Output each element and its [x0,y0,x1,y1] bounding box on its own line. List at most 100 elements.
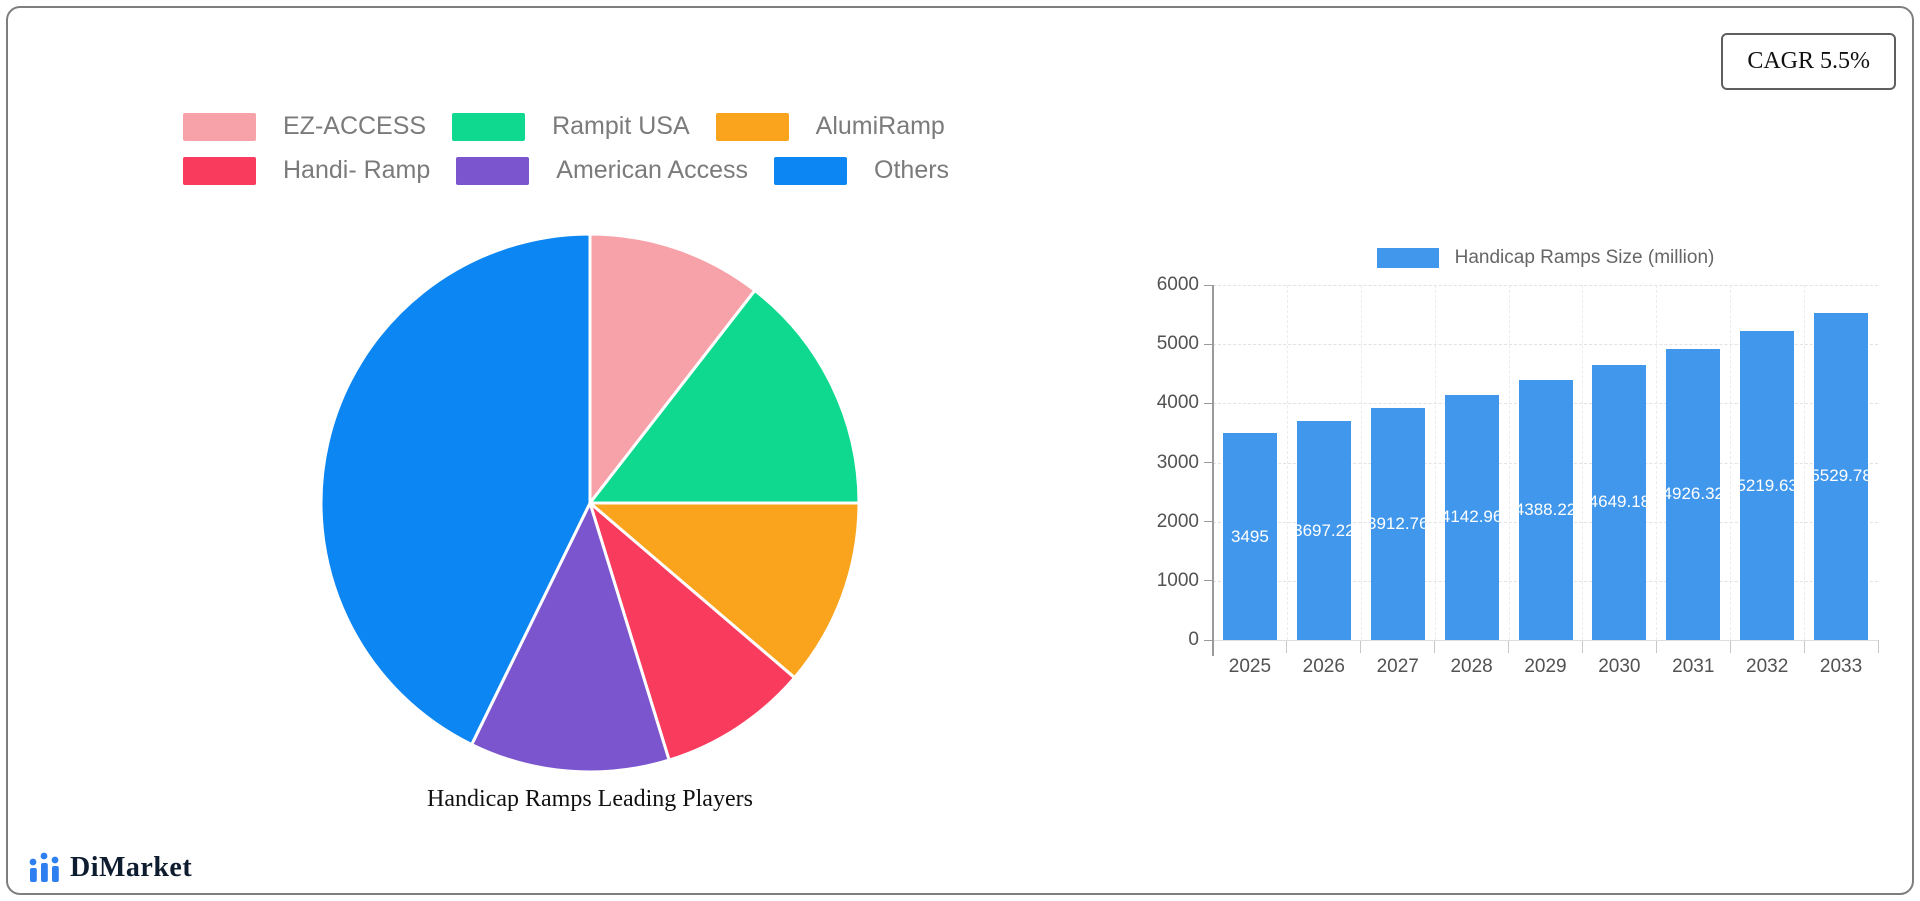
x-axis-label: 2026 [1302,656,1345,677]
y-axis-tick [1204,639,1213,641]
y-axis-label: 4000 [1156,392,1199,414]
legend-item-handi-ramp[interactable]: Handi- Ramp [183,156,430,185]
gridline-vertical [1508,285,1510,640]
pie-slice-ez-access [588,232,757,505]
y-axis-label: 1000 [1156,569,1199,591]
legend-item-alumiramp[interactable]: AlumiRamp [715,112,945,141]
legend-swatch [183,156,256,185]
pie-legend-row-1: EZ-ACCESS Rampit USA AlumiRamp [183,112,975,141]
legend-label: AlumiRamp [815,112,945,140]
y-axis-tick [1204,580,1213,582]
legend-swatch [715,112,789,141]
x-axis-label: 2033 [1819,656,1863,677]
x-axis-tick [1729,640,1731,653]
y-axis-tick [1204,402,1213,404]
gridline-vertical [1434,285,1436,640]
gridline-vertical [1286,285,1288,640]
gridline-vertical [1582,285,1584,640]
gridline-horizontal [1213,285,1878,286]
y-axis-tick [1204,462,1213,463]
legend-label: Rampit USA [552,112,690,140]
x-axis-tick [1286,640,1288,653]
x-axis-tick [1581,640,1583,653]
gridline-vertical [1360,285,1362,640]
y-axis-line [1212,285,1214,656]
y-axis-label: 2000 [1156,510,1199,532]
pie-slice-rampit-usa [588,288,861,505]
pie-chart [319,232,861,774]
legend-swatch [183,112,256,141]
brand-text: DiMarket [70,852,193,883]
legend-swatch [452,112,526,141]
y-axis-tick [1204,521,1213,523]
legend-item-ez-access[interactable]: EZ-ACCESS [183,112,426,141]
legend-label: EZ-ACCESS [283,112,427,140]
bar-value-label: 5219.63 [1740,475,1795,495]
x-axis-tick [1360,640,1362,653]
x-axis-label: 2031 [1672,656,1715,677]
pie-slice-alumiramp [588,501,861,680]
legend-label: Handi- Ramp [283,156,431,184]
x-axis-tick [1655,640,1657,653]
y-axis-label: 0 [1188,629,1199,650]
cagr-label: CAGR 5.5% [1747,48,1870,74]
legend-swatch [456,156,530,185]
bar-2031: 4926.32 [1666,348,1721,640]
x-axis-label: 2025 [1228,656,1272,677]
bar-value-label: 3495 [1231,526,1269,546]
x-axis-label: 2028 [1450,656,1493,677]
x-axis-tick [1434,640,1436,653]
brand-bars-icon [29,852,59,882]
bar-value-label: 5529.78 [1814,466,1869,486]
bar-2026: 3697.22 [1296,421,1351,640]
legend-item-american-access[interactable]: American Access [456,156,748,185]
legend-item-rampit-usa[interactable]: Rampit USA [452,112,690,141]
bar-2027: 3912.76 [1370,408,1425,640]
x-axis-tick [1877,640,1879,653]
x-axis-line [1213,640,1878,641]
pie-legend-row-2: Handi- Ramp American Access Others [183,156,975,185]
legend-label: American Access [556,156,749,184]
bar-value-label: 4926.32 [1666,484,1721,504]
legend-item-others[interactable]: Others [774,156,949,185]
pie-legend: EZ-ACCESS Rampit USA AlumiRamp Handi- Ra… [183,112,975,200]
y-axis-label: 3000 [1156,451,1199,473]
x-axis-label: 2029 [1524,656,1567,677]
gridline-vertical [1730,285,1732,640]
y-axis-tick [1204,284,1213,286]
pie-slice-others [319,232,592,747]
bar-value-label: 3697.22 [1296,520,1351,540]
bar-value-label: 3912.76 [1370,514,1425,534]
bar-2030: 4649.18 [1592,364,1647,640]
pie-slice-handi-ramp [588,501,797,762]
x-axis-label: 2030 [1598,656,1641,677]
bar-2032: 5219.63 [1740,331,1795,640]
bar-2029: 4388.22 [1518,380,1573,640]
y-axis-tick [1204,343,1213,345]
y-axis-label: 6000 [1156,274,1199,295]
cagr-badge: CAGR 5.5% [1721,33,1896,90]
gridline-vertical [1804,285,1806,640]
bar-legend-swatch [1376,248,1439,268]
y-axis-label: 5000 [1156,333,1199,355]
bar-legend-item[interactable]: Handicap Ramps Size (million) [1213,247,1878,269]
bar-2033: 5529.78 [1814,312,1869,640]
legend-swatch [774,156,848,185]
x-axis-label: 2032 [1746,656,1789,677]
x-axis-tick [1508,640,1510,653]
brand-logo: DiMarket [26,850,192,886]
pie-slice-american-access [470,501,671,774]
bar-2028: 4142.96 [1444,394,1499,640]
bar-chart: Handicap Ramps Size (million) 0 1000 2000 3… [1157,247,1879,677]
bar-value-label: 4649.18 [1592,492,1647,512]
bar-value-label: 4142.96 [1444,507,1499,527]
pie-chart-title: Handicap Ramps Leading Players [427,786,753,812]
gridline-horizontal [1213,344,1878,346]
x-axis-tick [1803,640,1805,653]
gridline-vertical [1656,285,1658,640]
bar-2025: 3495 [1222,433,1277,640]
bar-value-label: 4388.22 [1518,500,1573,520]
x-axis-label: 2027 [1376,656,1419,677]
bar-legend-label: Handicap Ramps Size (million) [1454,247,1715,268]
